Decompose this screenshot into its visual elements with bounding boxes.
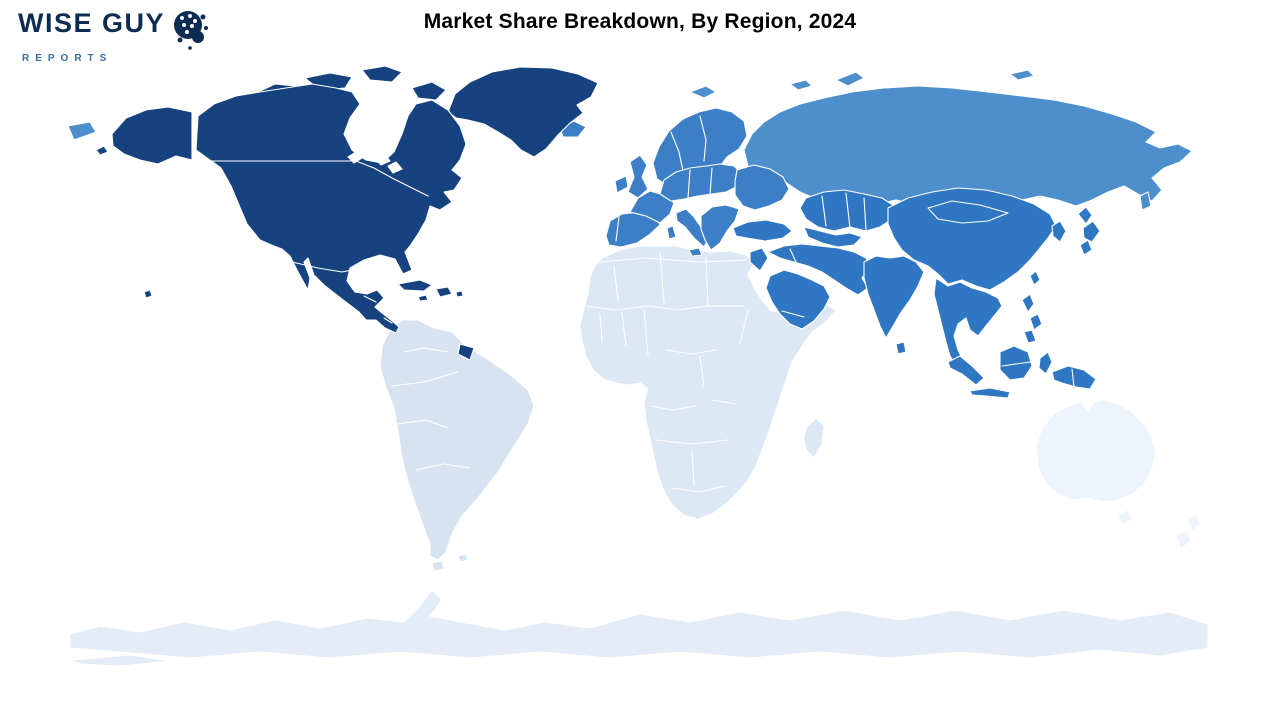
philippines-visayas: [1029, 313, 1043, 331]
arabian-peninsula: [765, 269, 831, 330]
region-oceania: [1035, 399, 1201, 550]
taiwan: [1029, 270, 1041, 286]
asia-country-borders: [781, 192, 867, 318]
philippines-luzon: [1021, 293, 1035, 313]
logo-head-icon: [174, 11, 209, 50]
south-america-mainland: [379, 319, 535, 561]
hawaii: [143, 289, 153, 299]
region-antarctica: [69, 589, 1209, 667]
new-siberian-islands: [1009, 69, 1035, 81]
china-mongolia: [887, 187, 1057, 291]
madagascar: [803, 417, 825, 459]
korea: [1051, 220, 1067, 243]
hispaniola: [435, 286, 453, 298]
north-america-country-borders: [197, 160, 429, 324]
region-north-america: [95, 65, 599, 334]
japan-hokkaido: [1077, 206, 1093, 225]
philippines-mindanao: [1023, 329, 1037, 344]
south-america-country-borders: [391, 347, 471, 547]
franz-josef-land: [789, 79, 813, 91]
borneo: [999, 345, 1033, 381]
central-europe-borders: [687, 167, 713, 199]
sakhalin-island: [1139, 191, 1152, 211]
region-french-guiana: [457, 343, 475, 361]
sulawesi: [1038, 351, 1053, 375]
jamaica: [417, 294, 429, 302]
alaska: [111, 106, 193, 165]
turkey: [732, 219, 793, 242]
antarctica-mainland: [69, 589, 1209, 659]
arctic-island-5: [411, 81, 447, 101]
new-guinea-border: [1071, 368, 1075, 388]
puerto-rico: [455, 290, 464, 298]
falkland-islands: [457, 553, 469, 563]
levant: [749, 247, 769, 272]
french-guiana: [457, 343, 475, 361]
portugal-border: [615, 216, 620, 242]
logo-wordmark: WISE GUY: [18, 8, 166, 38]
region-asia: [732, 187, 1101, 399]
svalbard: [689, 85, 717, 99]
logo-subtitle: REPORTS: [22, 53, 113, 64]
sumatra: [947, 355, 985, 386]
sardinia: [666, 225, 677, 240]
australia: [1035, 399, 1157, 503]
india: [863, 255, 925, 339]
region-europe: [559, 107, 790, 257]
tasmania: [1117, 509, 1133, 526]
sri-lanka: [895, 341, 907, 355]
great-lakes: [347, 144, 403, 174]
arctic-island-3: [361, 65, 403, 83]
cuba: [397, 279, 433, 292]
southeast-asia-mainland: [933, 277, 1003, 369]
japan-honshu: [1082, 220, 1101, 243]
region-south-america: [379, 319, 535, 572]
japan-kyushu: [1079, 239, 1093, 256]
mongolia-border: [927, 200, 1009, 224]
scandinavia-borders: [670, 115, 707, 172]
chukotka-west-sliver: [67, 121, 97, 141]
balkans-greece: [700, 204, 740, 251]
java: [969, 387, 1011, 399]
great-lakes-shapes: [347, 144, 403, 174]
novaya-zemlya: [835, 71, 865, 87]
new-zealand-north: [1187, 513, 1201, 532]
russia-mainland: [743, 85, 1193, 207]
chart-title: Market Share Breakdown, By Region, 2024: [423, 10, 857, 33]
new-zealand-south: [1175, 529, 1192, 550]
new-guinea: [1051, 365, 1097, 390]
aleutians: [95, 145, 109, 156]
sicily: [688, 247, 703, 257]
greenland: [447, 66, 599, 158]
great-britain: [627, 154, 649, 199]
eastern-europe: [734, 164, 790, 211]
africa-country-borders: [585, 251, 749, 493]
france: [629, 190, 675, 224]
iberia: [605, 211, 661, 248]
antarctica-ice-shelf: [69, 654, 171, 667]
borneo-border: [1001, 361, 1031, 367]
uzbekistan-turkmenistan: [803, 226, 863, 248]
logo: WISE GUY REPORTS: [18, 8, 212, 64]
ireland: [614, 175, 629, 194]
north-america-mainland: [195, 83, 467, 334]
tierra-del-fuego: [431, 560, 445, 572]
